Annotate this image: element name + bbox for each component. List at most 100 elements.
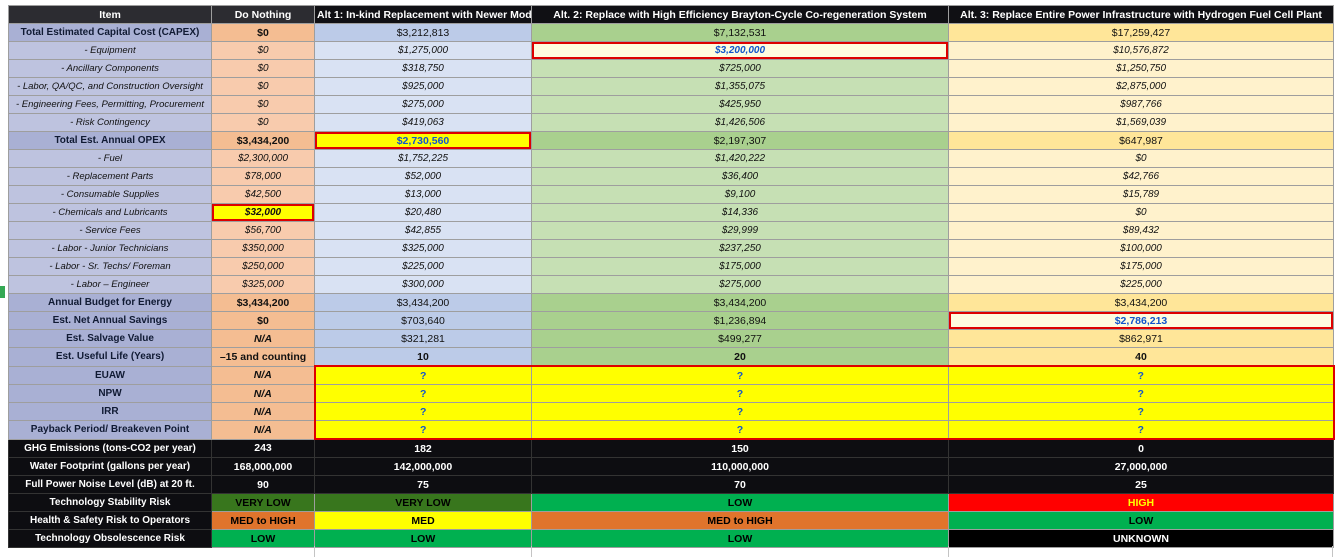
row-label[interactable]: GHG Emissions (tons-CO2 per year)	[8, 438, 212, 458]
cell[interactable]: ?	[531, 402, 949, 421]
cell[interactable]: $2,197,307	[531, 131, 949, 150]
cell[interactable]: $499,277	[531, 329, 949, 348]
row-label[interactable]: Est. Net Annual Savings	[8, 311, 212, 330]
cell[interactable]: $1,420,222	[531, 149, 949, 168]
cell[interactable]: $1,236,894	[531, 311, 949, 330]
cell[interactable]: ?	[948, 402, 1335, 421]
row-label[interactable]: NPW	[8, 384, 212, 403]
cell[interactable]: 168,000,000	[211, 457, 315, 476]
cell[interactable]: MED to HIGH	[211, 511, 315, 530]
cell[interactable]: ?	[313, 384, 532, 403]
cell[interactable]: $1,275,000	[314, 41, 532, 60]
cell[interactable]: $225,000	[948, 275, 1334, 294]
cell[interactable]: 90	[211, 475, 315, 494]
row-label[interactable]: - Risk Contingency	[8, 113, 212, 132]
cell[interactable]: $2,730,560	[314, 131, 532, 150]
cell[interactable]: $3,434,200	[211, 293, 315, 312]
cell[interactable]: UNKNOWN	[948, 529, 1334, 548]
cell[interactable]: $0	[211, 311, 315, 330]
cell[interactable]: $0	[948, 149, 1334, 168]
cell[interactable]: ?	[313, 365, 532, 385]
cell[interactable]: $9,100	[531, 185, 949, 204]
cell[interactable]: $52,000	[314, 167, 532, 186]
row-label[interactable]: - Labor - Junior Technicians	[8, 239, 212, 258]
cell[interactable]: $1,426,506	[531, 113, 949, 132]
cell[interactable]: LOW	[211, 529, 315, 548]
row-label[interactable]: - Ancillary Components	[8, 59, 212, 78]
cell[interactable]: HIGH	[948, 493, 1334, 512]
cell[interactable]: $89,432	[948, 221, 1334, 240]
cell[interactable]: 0	[948, 438, 1334, 458]
cell[interactable]: $10,576,872	[948, 41, 1334, 60]
row-label[interactable]: Est. Useful Life (Years)	[8, 347, 212, 367]
cell[interactable]: $0	[948, 203, 1334, 222]
cell[interactable]: N/A	[211, 402, 315, 421]
cell[interactable]: $275,000	[531, 275, 949, 294]
cell[interactable]: $0	[211, 59, 315, 78]
cell[interactable]: VERY LOW	[314, 493, 532, 512]
cell[interactable]: $42,855	[314, 221, 532, 240]
cell[interactable]: $29,999	[531, 221, 949, 240]
cell[interactable]: LOW	[531, 493, 949, 512]
column-header-4[interactable]: Alt. 3: Replace Entire Power Infrastruct…	[948, 5, 1334, 24]
cell[interactable]: LOW	[531, 529, 949, 548]
cell[interactable]: ?	[531, 384, 949, 403]
row-label[interactable]: EUAW	[8, 365, 212, 385]
cell[interactable]: $42,766	[948, 167, 1334, 186]
cell[interactable]: 142,000,000	[314, 457, 532, 476]
cell[interactable]: $3,434,200	[948, 293, 1334, 312]
row-label[interactable]: - Chemicals and Lubricants	[8, 203, 212, 222]
row-label[interactable]: - Engineering Fees, Permitting, Procurem…	[8, 95, 212, 114]
cell[interactable]: $725,000	[531, 59, 949, 78]
cell[interactable]: $0	[211, 41, 315, 60]
row-label[interactable]: - Consumable Supplies	[8, 185, 212, 204]
column-header-3[interactable]: Alt. 2: Replace with High Efficiency Bra…	[531, 5, 949, 24]
cell[interactable]: $0	[211, 23, 315, 42]
row-label[interactable]: - Replacement Parts	[8, 167, 212, 186]
cell[interactable]: $925,000	[314, 77, 532, 96]
cell[interactable]: $703,640	[314, 311, 532, 330]
cell[interactable]: $0	[211, 95, 315, 114]
cell[interactable]: $425,950	[531, 95, 949, 114]
cell[interactable]: 150	[531, 438, 949, 458]
cell[interactable]: $3,434,200	[211, 131, 315, 150]
cell[interactable]: N/A	[211, 329, 315, 348]
row-label[interactable]: Full Power Noise Level (dB) at 20 ft.	[8, 475, 212, 494]
row-label[interactable]: Est. Salvage Value	[8, 329, 212, 348]
cell[interactable]: $2,786,213	[948, 311, 1334, 330]
row-label[interactable]: IRR	[8, 402, 212, 421]
cell[interactable]: $1,355,075	[531, 77, 949, 96]
column-header-0[interactable]: Item	[8, 5, 212, 24]
cell[interactable]: MED to HIGH	[531, 511, 949, 530]
cell[interactable]: $419,063	[314, 113, 532, 132]
row-label[interactable]: Annual Budget for Energy	[8, 293, 212, 312]
column-header-1[interactable]: Do Nothing	[211, 5, 315, 24]
cell[interactable]: $3,212,813	[314, 23, 532, 42]
cell[interactable]: $3,200,000	[531, 41, 949, 60]
cell[interactable]: $175,000	[948, 257, 1334, 276]
cell[interactable]: $3,434,200	[314, 293, 532, 312]
row-label[interactable]: - Equipment	[8, 41, 212, 60]
cell[interactable]: 70	[531, 475, 949, 494]
cell[interactable]: $78,000	[211, 167, 315, 186]
row-label[interactable]: - Labor, QA/QC, and Construction Oversig…	[8, 77, 212, 96]
cell[interactable]: $321,281	[314, 329, 532, 348]
cell[interactable]: –15 and counting	[211, 347, 315, 367]
cell[interactable]: $318,750	[314, 59, 532, 78]
cell[interactable]: $7,132,531	[531, 23, 949, 42]
cell[interactable]: 110,000,000	[531, 457, 949, 476]
cell[interactable]: $15,789	[948, 185, 1334, 204]
cell[interactable]: $1,752,225	[314, 149, 532, 168]
cell[interactable]: $175,000	[531, 257, 949, 276]
row-label[interactable]: - Labor - Sr. Techs/ Foreman	[8, 257, 212, 276]
cell[interactable]: $17,259,427	[948, 23, 1334, 42]
row-label[interactable]: Technology Obsolescence Risk	[8, 529, 212, 548]
cell[interactable]: $2,300,000	[211, 149, 315, 168]
cell[interactable]: 25	[948, 475, 1334, 494]
cell[interactable]: $300,000	[314, 275, 532, 294]
cell[interactable]: N/A	[211, 420, 315, 440]
row-label[interactable]: Technology Stability Risk	[8, 493, 212, 512]
cell[interactable]: ?	[313, 402, 532, 421]
cell[interactable]: ?	[531, 420, 949, 440]
cell[interactable]: $0	[211, 77, 315, 96]
